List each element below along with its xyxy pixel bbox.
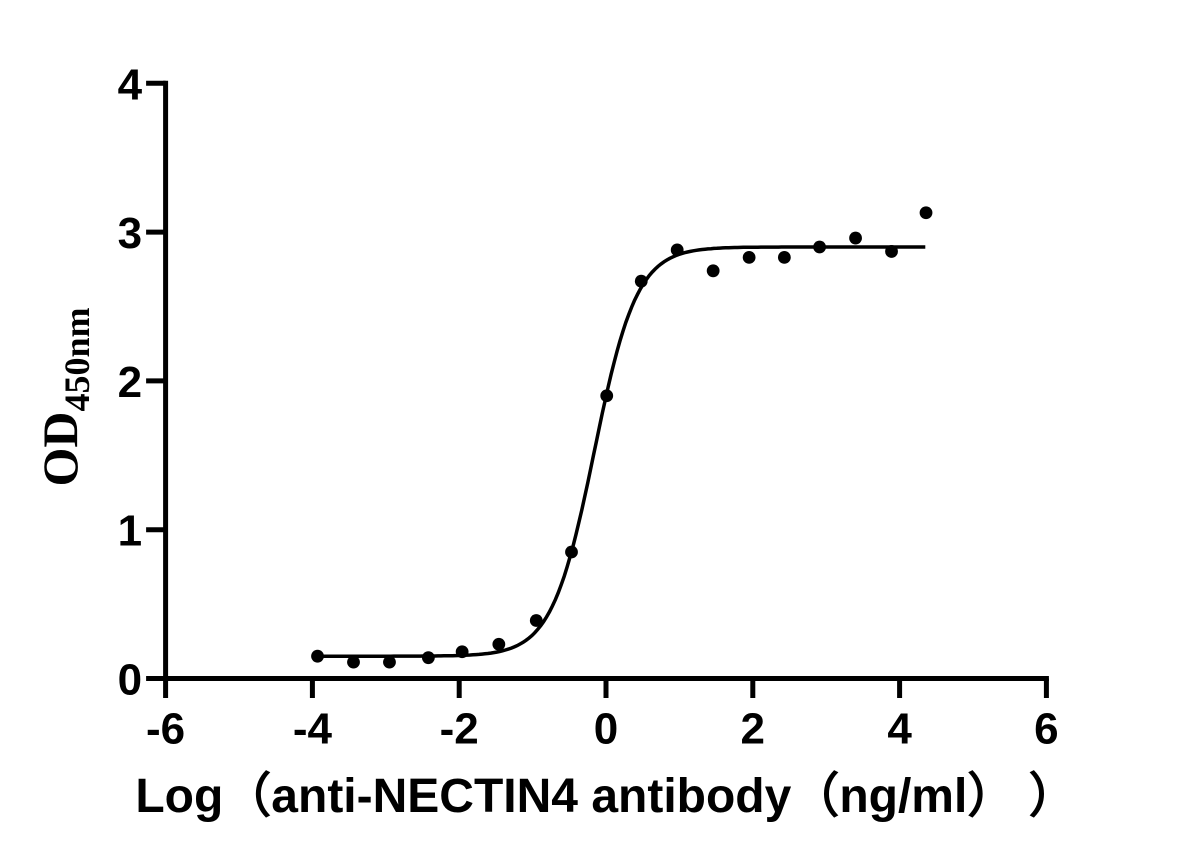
data-point [670, 243, 684, 257]
axis-tick-labels: -6 -4 -2 0 2 4 6 0 1 2 3 4 [118, 60, 1059, 753]
y-tick-label: 1 [118, 507, 142, 556]
data-point [742, 250, 756, 264]
x-tick-label: 0 [594, 705, 618, 754]
x-tick-label: -2 [440, 705, 479, 754]
x-tick-label: 4 [887, 705, 912, 754]
data-point [813, 240, 826, 254]
data-point [383, 655, 396, 669]
data-point [634, 274, 648, 288]
x-tick-label: -4 [293, 705, 333, 754]
axes [163, 80, 1049, 681]
y-tick-label: 2 [118, 358, 142, 407]
y-tick-label: 4 [118, 60, 143, 109]
data-point [311, 649, 324, 663]
y-axis-label-subscript: 450nm [57, 307, 97, 411]
x-tick-label: 6 [1034, 705, 1058, 754]
data-point [777, 250, 791, 264]
data-point [885, 245, 898, 258]
data-point [347, 655, 360, 669]
data-point [492, 637, 506, 651]
y-tick-label: 0 [118, 656, 142, 705]
data-point [529, 614, 543, 627]
data-point [421, 651, 435, 665]
data-point [600, 389, 614, 403]
data-point [849, 231, 862, 245]
y-tick-label: 3 [118, 209, 142, 258]
data-point [565, 545, 578, 559]
data-point [455, 645, 469, 659]
data-point [919, 206, 933, 220]
data-point [706, 264, 720, 278]
sigmoidal-fit-curve [317, 245, 926, 658]
axis-ticks [146, 80, 1049, 698]
x-tick-label: -6 [146, 705, 185, 754]
data-points [311, 206, 933, 669]
x-tick-label: 2 [741, 705, 765, 754]
y-axis-label: OD450nm [32, 307, 97, 486]
x-axis-label: Log（anti-NECTIN4 antibody（ng/ml） ） [135, 770, 1076, 823]
